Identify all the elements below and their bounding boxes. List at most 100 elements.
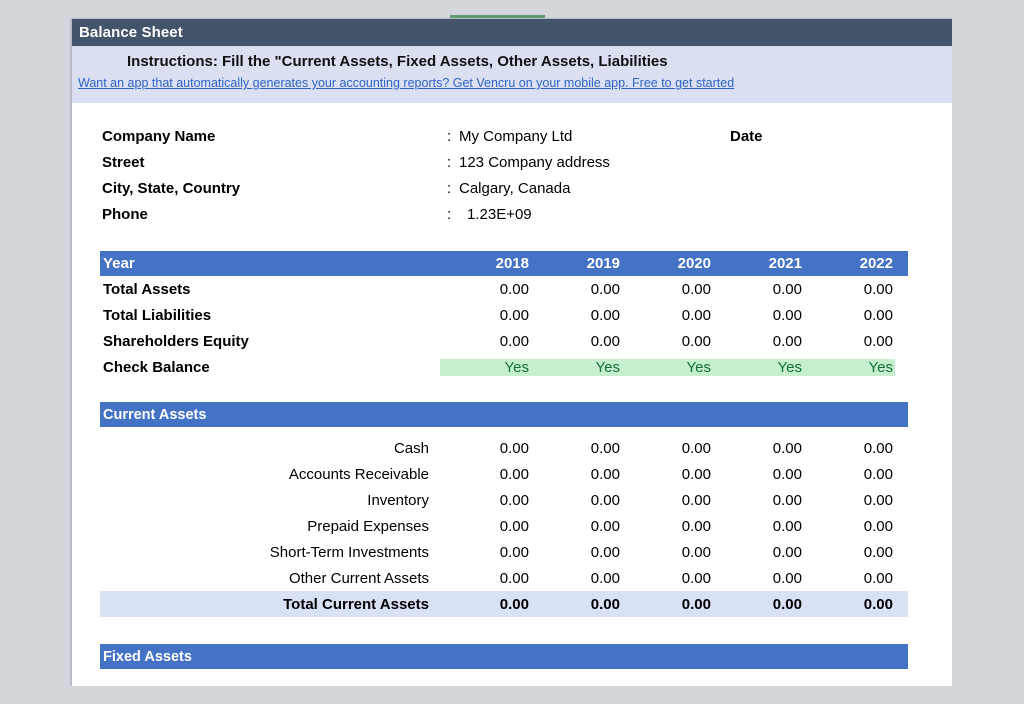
total-assets-2022[interactable]: 0.00 <box>863 280 893 298</box>
city-state-country-value[interactable]: Calgary, Canada <box>459 180 571 197</box>
table-row: Prepaid Expenses 0.00 0.00 0.00 0.00 0.0… <box>100 513 908 539</box>
total-liabilities-2019[interactable]: 0.00 <box>590 306 620 324</box>
check-balance-highlight: Yes Yes Yes Yes Yes <box>440 358 895 376</box>
total-current-assets-2018: 0.00 <box>499 595 529 613</box>
table-row: Cash 0.00 0.00 0.00 0.00 0.00 <box>100 435 908 461</box>
year-header-2018: 2018 <box>495 255 529 272</box>
check-balance-2021: Yes <box>777 358 802 376</box>
street-value[interactable]: 123 Company address <box>459 154 610 171</box>
table-row: Accounts Receivable 0.00 0.00 0.00 0.00 … <box>100 461 908 487</box>
year-column-header: Year <box>103 255 135 272</box>
total-assets-2021[interactable]: 0.00 <box>772 280 802 298</box>
short-term-investments-2022[interactable]: 0.00 <box>863 543 893 561</box>
total-liabilities-2021[interactable]: 0.00 <box>772 306 802 324</box>
other-current-assets-2018[interactable]: 0.00 <box>499 569 529 587</box>
total-liabilities-2018[interactable]: 0.00 <box>499 306 529 324</box>
inventory-2019[interactable]: 0.00 <box>590 491 620 509</box>
shareholders-equity-2021[interactable]: 0.00 <box>772 332 802 350</box>
cash-2019[interactable]: 0.00 <box>590 439 620 457</box>
total-liabilities-2020[interactable]: 0.00 <box>681 306 711 324</box>
prepaid-expenses-2022[interactable]: 0.00 <box>863 517 893 535</box>
accounts-receivable-2021[interactable]: 0.00 <box>772 465 802 483</box>
other-current-assets-2022[interactable]: 0.00 <box>863 569 893 587</box>
short-term-investments-2021[interactable]: 0.00 <box>772 543 802 561</box>
fixed-assets-title: Fixed Assets <box>103 648 192 665</box>
year-header-2021: 2021 <box>768 255 802 272</box>
current-assets-title: Current Assets <box>103 406 207 423</box>
total-liabilities-2022[interactable]: 0.00 <box>863 306 893 324</box>
date-label: Date <box>730 128 763 145</box>
page-title: Balance Sheet <box>79 24 183 41</box>
cash-2020[interactable]: 0.00 <box>681 439 711 457</box>
short-term-investments-label: Short-Term Investments <box>269 543 429 561</box>
prepaid-expenses-2021[interactable]: 0.00 <box>772 517 802 535</box>
short-term-investments-2018[interactable]: 0.00 <box>499 543 529 561</box>
inventory-2021[interactable]: 0.00 <box>772 491 802 509</box>
accounts-receivable-2022[interactable]: 0.00 <box>863 465 893 483</box>
document-title-bar: Balance Sheet <box>72 19 952 46</box>
accounts-receivable-2018[interactable]: 0.00 <box>499 465 529 483</box>
instructions-banner: Instructions: Fill the "Current Assets, … <box>72 46 952 103</box>
company-info-block: Company Name : My Company Ltd Date Stree… <box>72 128 952 232</box>
table-row: Total Assets 0.00 0.00 0.00 0.00 0.00 <box>100 276 908 302</box>
total-liabilities-label: Total Liabilities <box>103 306 212 324</box>
total-current-assets-2021: 0.00 <box>772 595 802 613</box>
section-header-fixed-assets: Fixed Assets <box>100 644 908 669</box>
company-name-value[interactable]: My Company Ltd <box>459 128 573 145</box>
colon-separator: : <box>447 154 452 171</box>
inventory-2020[interactable]: 0.00 <box>681 491 711 509</box>
colon-separator: : <box>447 128 452 145</box>
city-state-country-label: City, State, Country <box>102 180 241 197</box>
phone-label: Phone <box>102 206 148 223</box>
short-term-investments-2019[interactable]: 0.00 <box>590 543 620 561</box>
short-term-investments-2020[interactable]: 0.00 <box>681 543 711 561</box>
check-balance-2018: Yes <box>504 358 529 376</box>
inventory-2018[interactable]: 0.00 <box>499 491 529 509</box>
cash-2018[interactable]: 0.00 <box>499 439 529 457</box>
inventory-2022[interactable]: 0.00 <box>863 491 893 509</box>
cash-2021[interactable]: 0.00 <box>772 439 802 457</box>
company-info-row: Street : 123 Company address <box>72 154 952 180</box>
worksheet-tab-indicator <box>450 15 545 18</box>
cash-label: Cash <box>393 439 429 457</box>
accounts-receivable-2020[interactable]: 0.00 <box>681 465 711 483</box>
total-assets-2019[interactable]: 0.00 <box>590 280 620 298</box>
section-header-current-assets: Current Assets <box>100 402 908 427</box>
table-row: Other Current Assets 0.00 0.00 0.00 0.00… <box>100 565 908 591</box>
instructions-text: Instructions: Fill the "Current Assets, … <box>127 53 668 70</box>
sheet-body: Company Name : My Company Ltd Date Stree… <box>72 103 952 686</box>
total-assets-label: Total Assets <box>103 280 191 298</box>
prepaid-expenses-2019[interactable]: 0.00 <box>590 517 620 535</box>
company-info-row: Phone : 1.23E+09 <box>72 206 952 232</box>
phone-value[interactable]: 1.23E+09 <box>467 206 532 223</box>
shareholders-equity-2020[interactable]: 0.00 <box>681 332 711 350</box>
current-assets-table: Cash 0.00 0.00 0.00 0.00 0.00 Accounts R… <box>100 435 908 617</box>
shareholders-equity-label: Shareholders Equity <box>103 332 249 350</box>
company-name-label: Company Name <box>102 128 216 145</box>
total-current-assets-2020: 0.00 <box>681 595 711 613</box>
shareholders-equity-2022[interactable]: 0.00 <box>863 332 893 350</box>
accounts-receivable-label: Accounts Receivable <box>288 465 429 483</box>
other-current-assets-label: Other Current Assets <box>288 569 429 587</box>
balance-sheet-document: Balance Sheet Instructions: Fill the "Cu… <box>70 18 952 686</box>
other-current-assets-2021[interactable]: 0.00 <box>772 569 802 587</box>
vencru-promo-link[interactable]: Want an app that automatically generates… <box>78 76 735 90</box>
table-row: Check Balance Yes Yes Yes Yes Yes <box>100 354 908 380</box>
colon-separator: : <box>447 206 452 223</box>
shareholders-equity-2019[interactable]: 0.00 <box>590 332 620 350</box>
other-current-assets-2019[interactable]: 0.00 <box>590 569 620 587</box>
total-assets-2018[interactable]: 0.00 <box>499 280 529 298</box>
other-current-assets-2020[interactable]: 0.00 <box>681 569 711 587</box>
inventory-label: Inventory <box>367 491 429 509</box>
total-assets-2020[interactable]: 0.00 <box>681 280 711 298</box>
prepaid-expenses-2020[interactable]: 0.00 <box>681 517 711 535</box>
cash-2022[interactable]: 0.00 <box>863 439 893 457</box>
prepaid-expenses-2018[interactable]: 0.00 <box>499 517 529 535</box>
check-balance-2022: Yes <box>868 358 893 376</box>
accounts-receivable-2019[interactable]: 0.00 <box>590 465 620 483</box>
total-current-assets-row: Total Current Assets 0.00 0.00 0.00 0.00… <box>100 591 908 617</box>
check-balance-label: Check Balance <box>103 358 210 376</box>
year-header-2019: 2019 <box>586 255 620 272</box>
check-balance-2019: Yes <box>595 358 620 376</box>
shareholders-equity-2018[interactable]: 0.00 <box>499 332 529 350</box>
